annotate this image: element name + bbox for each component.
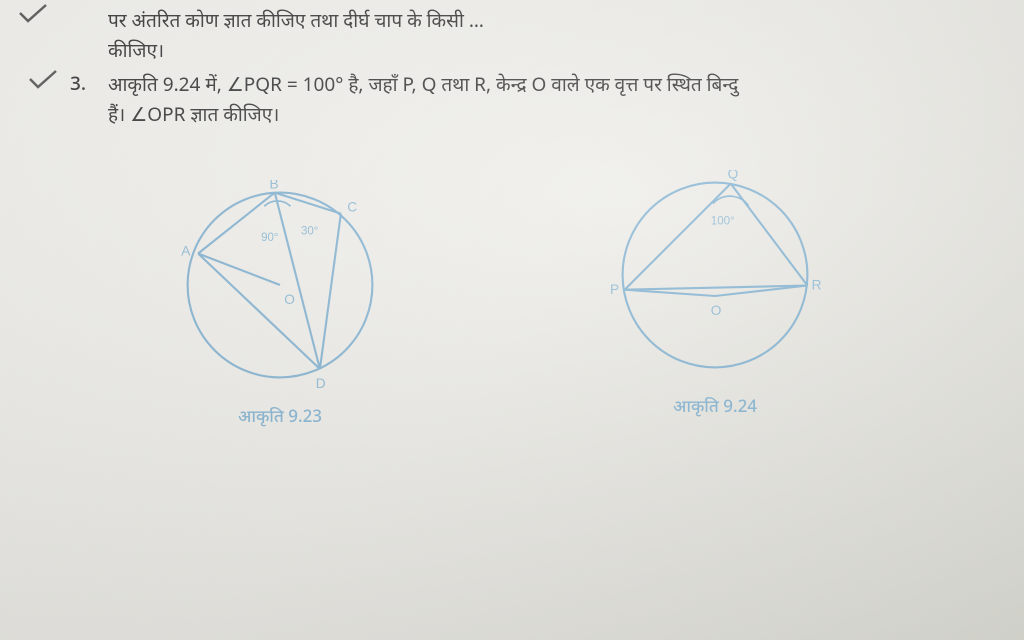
checkmark-icon: [18, 2, 48, 32]
question-line2: हैं। ∠OPR ज्ञात कीजिए।: [108, 100, 279, 129]
radius-ao: [198, 254, 280, 286]
figure-9-23: A B C D O 90° 30° आकृति 9.23: [170, 180, 390, 427]
question-number: 3.: [70, 70, 86, 96]
question-line1: आकृति 9.24 में, ∠PQR = 100° है, जहाँ P, …: [108, 70, 1008, 99]
label-r: R: [812, 278, 822, 293]
label-a: A: [181, 244, 191, 259]
page-container: पर अंतरित कोण ज्ञात कीजिए तथा दीर्घ चाप …: [0, 0, 1024, 640]
figure-9-24: Q P R O 100° आकृति 9.24: [600, 170, 830, 417]
label-q: Q: [728, 170, 739, 181]
checkmark-icon: [28, 68, 58, 98]
radius-op: [625, 290, 715, 296]
label-o: O: [284, 292, 295, 307]
angle-30: 30°: [301, 226, 318, 238]
figure-9-23-caption: आकृति 9.23: [170, 404, 390, 427]
chord-ab: [198, 193, 275, 254]
label-o2: O: [711, 303, 722, 318]
angle-100: 100°: [711, 216, 735, 228]
label-b: B: [270, 180, 279, 191]
label-d: D: [316, 376, 326, 390]
label-p: P: [610, 282, 619, 297]
figure-9-24-caption: आकृति 9.24: [600, 394, 830, 417]
prev-question-line2: कीजिए।: [108, 36, 164, 65]
angle-90: 90°: [261, 232, 278, 244]
figure-9-24-svg: Q P R O 100°: [605, 170, 825, 380]
chord-qp: [625, 184, 731, 290]
circle-9-24: [623, 183, 808, 368]
chord-cd: [320, 214, 341, 369]
prev-question-line1: पर अंतरित कोण ज्ञात कीजिए तथा दीर्घ चाप …: [108, 6, 988, 35]
chord-bd: [275, 193, 320, 369]
figure-9-23-svg: A B C D O 90° 30°: [175, 180, 385, 390]
label-c: C: [347, 200, 357, 215]
